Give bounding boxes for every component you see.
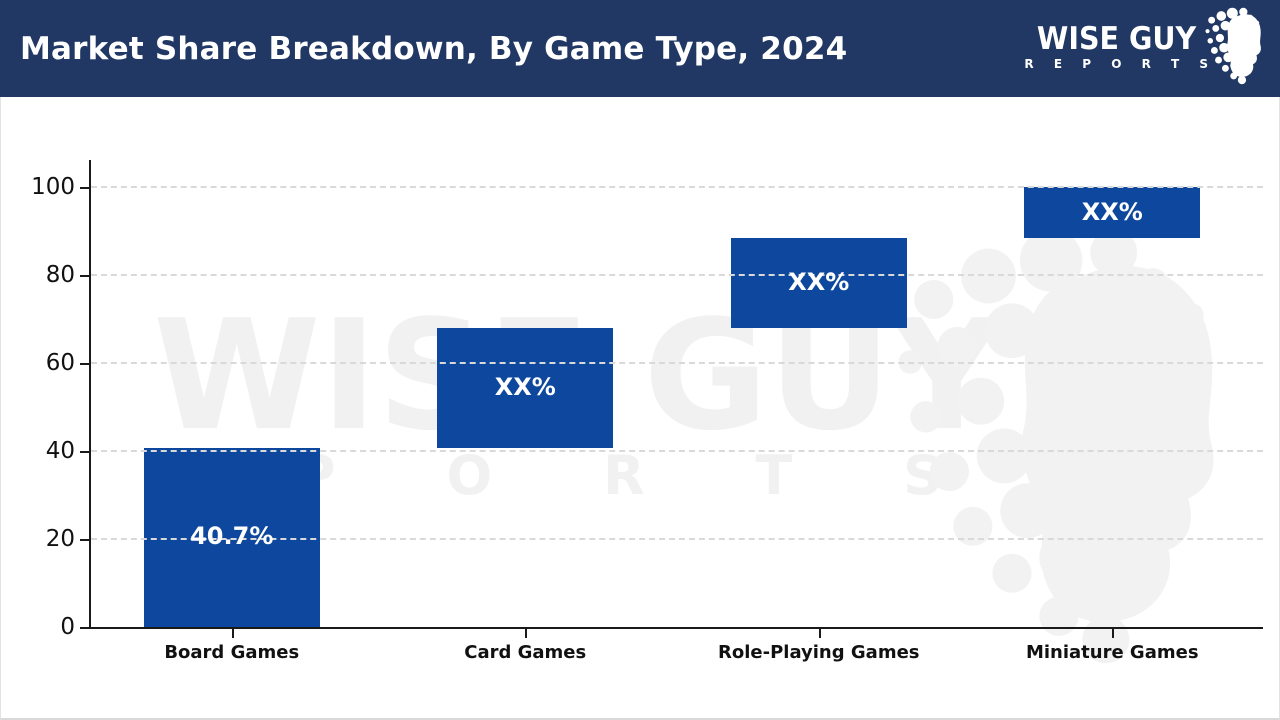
watermark-subtitle: P O R T S [296, 444, 988, 507]
y-tick [80, 451, 89, 453]
waterfall-bar [437, 327, 614, 448]
logo-text: WISE GUY R E P O R T S [1016, 23, 1216, 71]
waterfall-bar [730, 238, 907, 328]
x-tick [1112, 629, 1115, 638]
y-gridline [91, 450, 1263, 452]
y-gridline [91, 538, 1263, 540]
bar-value-label: XX% [1081, 197, 1143, 226]
waterfall-bar [1024, 187, 1201, 239]
x-axis-line [89, 627, 1263, 629]
x-category-label: Role-Playing Games [718, 642, 920, 663]
y-tick-label: 0 [60, 614, 75, 640]
x-tick [525, 629, 528, 638]
y-tick-label: 20 [45, 526, 75, 552]
x-category-label: Miniature Games [1025, 642, 1199, 663]
y-gridline [91, 274, 1263, 276]
y-tick [80, 627, 89, 629]
bar-value-label: 40.7% [190, 522, 274, 551]
y-tick-label: 40 [45, 438, 75, 464]
x-tick [818, 629, 821, 638]
y-gridline [91, 186, 1263, 188]
y-tick [80, 363, 89, 365]
bar-value-label: XX% [788, 267, 850, 296]
y-tick-label: 60 [45, 350, 75, 376]
chart-header: Market Share Breakdown, By Game Type, 20… [0, 0, 1280, 97]
chart-canvas: WISE GUY P O R T S 0 20 40 60 80 100 40.7% Boar… [0, 97, 1280, 720]
y-tick [80, 275, 89, 277]
waterfall-bar [143, 447, 320, 627]
chart-title: Market Share Breakdown, By Game Type, 20… [20, 30, 848, 67]
y-gridline [91, 362, 1263, 364]
x-tick [231, 629, 234, 638]
wise-guy-reports-logo: WISE GUY R E P O R T S [1016, 6, 1264, 88]
y-tick [80, 187, 89, 189]
y-tick-label: 80 [45, 262, 75, 288]
logo-wordmark: WISE GUY [1036, 21, 1196, 58]
x-category-label: Card Games [464, 642, 587, 663]
x-category-label: Board Games [164, 642, 300, 663]
watermark-dotted-head-icon [898, 229, 1214, 664]
bar-value-label: XX% [494, 372, 556, 401]
logo-subtitle: R E P O R T S [1024, 56, 1216, 71]
y-tick-label: 100 [31, 174, 75, 200]
y-tick [80, 539, 89, 541]
y-axis-line [89, 160, 91, 629]
